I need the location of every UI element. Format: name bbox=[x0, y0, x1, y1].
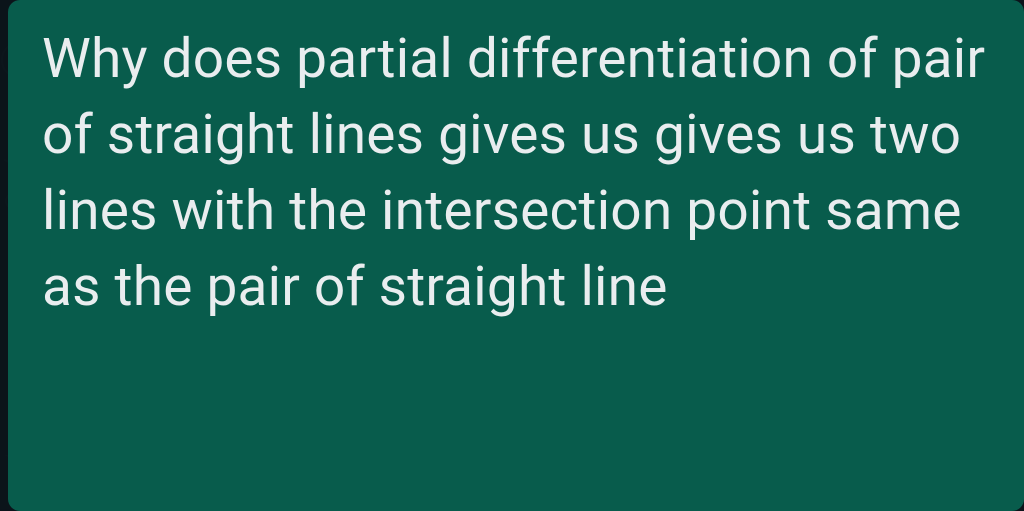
message-text: Why does partial differentiation of pair… bbox=[42, 22, 990, 326]
incoming-message-bubble[interactable]: Why does partial differentiation of pair… bbox=[8, 0, 1024, 511]
